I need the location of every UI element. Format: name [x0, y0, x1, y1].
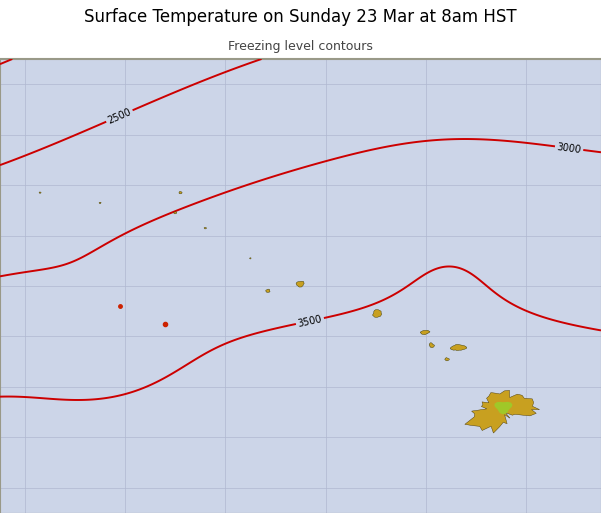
Polygon shape — [420, 330, 430, 335]
Polygon shape — [296, 281, 304, 287]
Polygon shape — [266, 289, 270, 292]
Text: Surface Temperature on Sunday 23 Mar at 8am HST: Surface Temperature on Sunday 23 Mar at … — [84, 8, 517, 26]
Text: Freezing level contours: Freezing level contours — [228, 40, 373, 52]
Polygon shape — [429, 343, 435, 348]
Polygon shape — [373, 310, 382, 318]
Polygon shape — [99, 202, 101, 204]
Polygon shape — [465, 390, 540, 433]
Polygon shape — [39, 192, 41, 193]
Polygon shape — [495, 402, 513, 415]
Polygon shape — [249, 258, 251, 259]
Text: 3500: 3500 — [297, 313, 323, 328]
Polygon shape — [450, 344, 467, 350]
Polygon shape — [204, 227, 207, 229]
Polygon shape — [445, 358, 450, 361]
Polygon shape — [179, 191, 182, 194]
Text: 2500: 2500 — [106, 107, 133, 126]
Text: 3000: 3000 — [557, 142, 582, 155]
Polygon shape — [174, 212, 177, 214]
